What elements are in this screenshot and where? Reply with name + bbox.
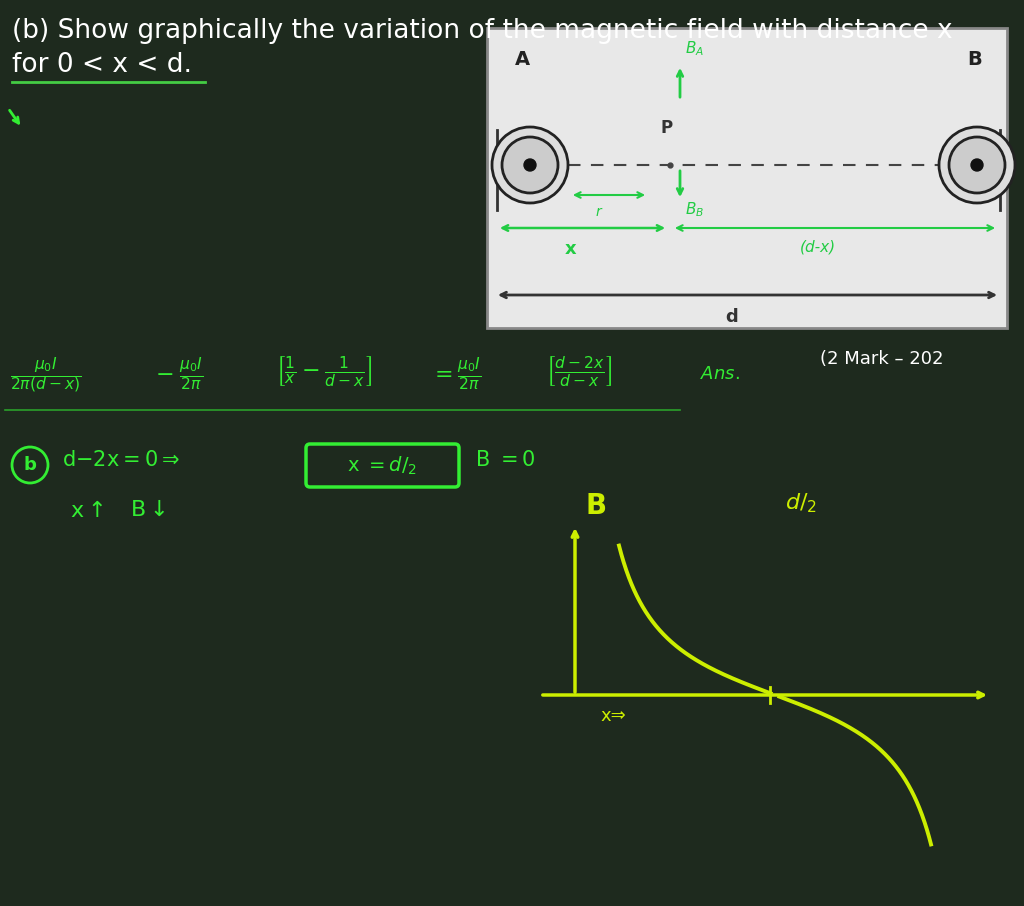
Text: P: P [660,119,672,137]
Text: B: B [585,492,606,520]
Text: x⇒: x⇒ [600,707,626,725]
Circle shape [949,137,1005,193]
Text: $=\frac{\mu_0 I}{2\pi}$: $=\frac{\mu_0 I}{2\pi}$ [430,355,481,392]
Text: d: d [725,308,737,326]
Circle shape [939,127,1015,203]
Text: (d-x): (d-x) [800,240,837,255]
Text: $Ans.$: $Ans.$ [700,365,739,383]
FancyBboxPatch shape [487,28,1007,328]
Text: d$-$2x$=0\Rightarrow$: d$-$2x$=0\Rightarrow$ [62,450,180,470]
Text: $\left[\frac{d-2x}{d-x}\right]$: $\left[\frac{d-2x}{d-x}\right]$ [545,355,612,390]
Text: $\frac{\mu_0 I}{2\pi(d-x)}$: $\frac{\mu_0 I}{2\pi(d-x)}$ [10,355,82,396]
Text: x $= d/_{2}$: x $= d/_{2}$ [347,455,417,477]
Text: (2 Mark – 202: (2 Mark – 202 [820,350,943,368]
Text: $-\;\frac{\mu_0 I}{2\pi}$: $-\;\frac{\mu_0 I}{2\pi}$ [155,355,204,392]
Text: r: r [596,205,602,219]
Text: A: A [515,50,530,69]
Circle shape [502,137,558,193]
Circle shape [492,127,568,203]
Circle shape [524,159,536,171]
Text: b: b [24,456,37,474]
Text: (b) Show graphically the variation of the magnetic field with distance x: (b) Show graphically the variation of th… [12,18,952,44]
Text: x: x [565,240,577,258]
Text: $\left[\frac{1}{x} - \frac{1}{d-x}\right]$: $\left[\frac{1}{x} - \frac{1}{d-x}\right… [275,355,372,390]
Text: B $= 0$: B $= 0$ [475,450,536,470]
Text: for 0 < x < d.: for 0 < x < d. [12,52,193,78]
Text: B$\downarrow$: B$\downarrow$ [130,500,166,520]
Circle shape [971,159,983,171]
Text: $B_A$: $B_A$ [685,39,703,58]
Text: $B_B$: $B_B$ [685,200,705,218]
Text: B: B [967,50,982,69]
Text: $d/_{2}$: $d/_{2}$ [785,491,817,515]
Text: x$\uparrow$: x$\uparrow$ [70,500,103,521]
